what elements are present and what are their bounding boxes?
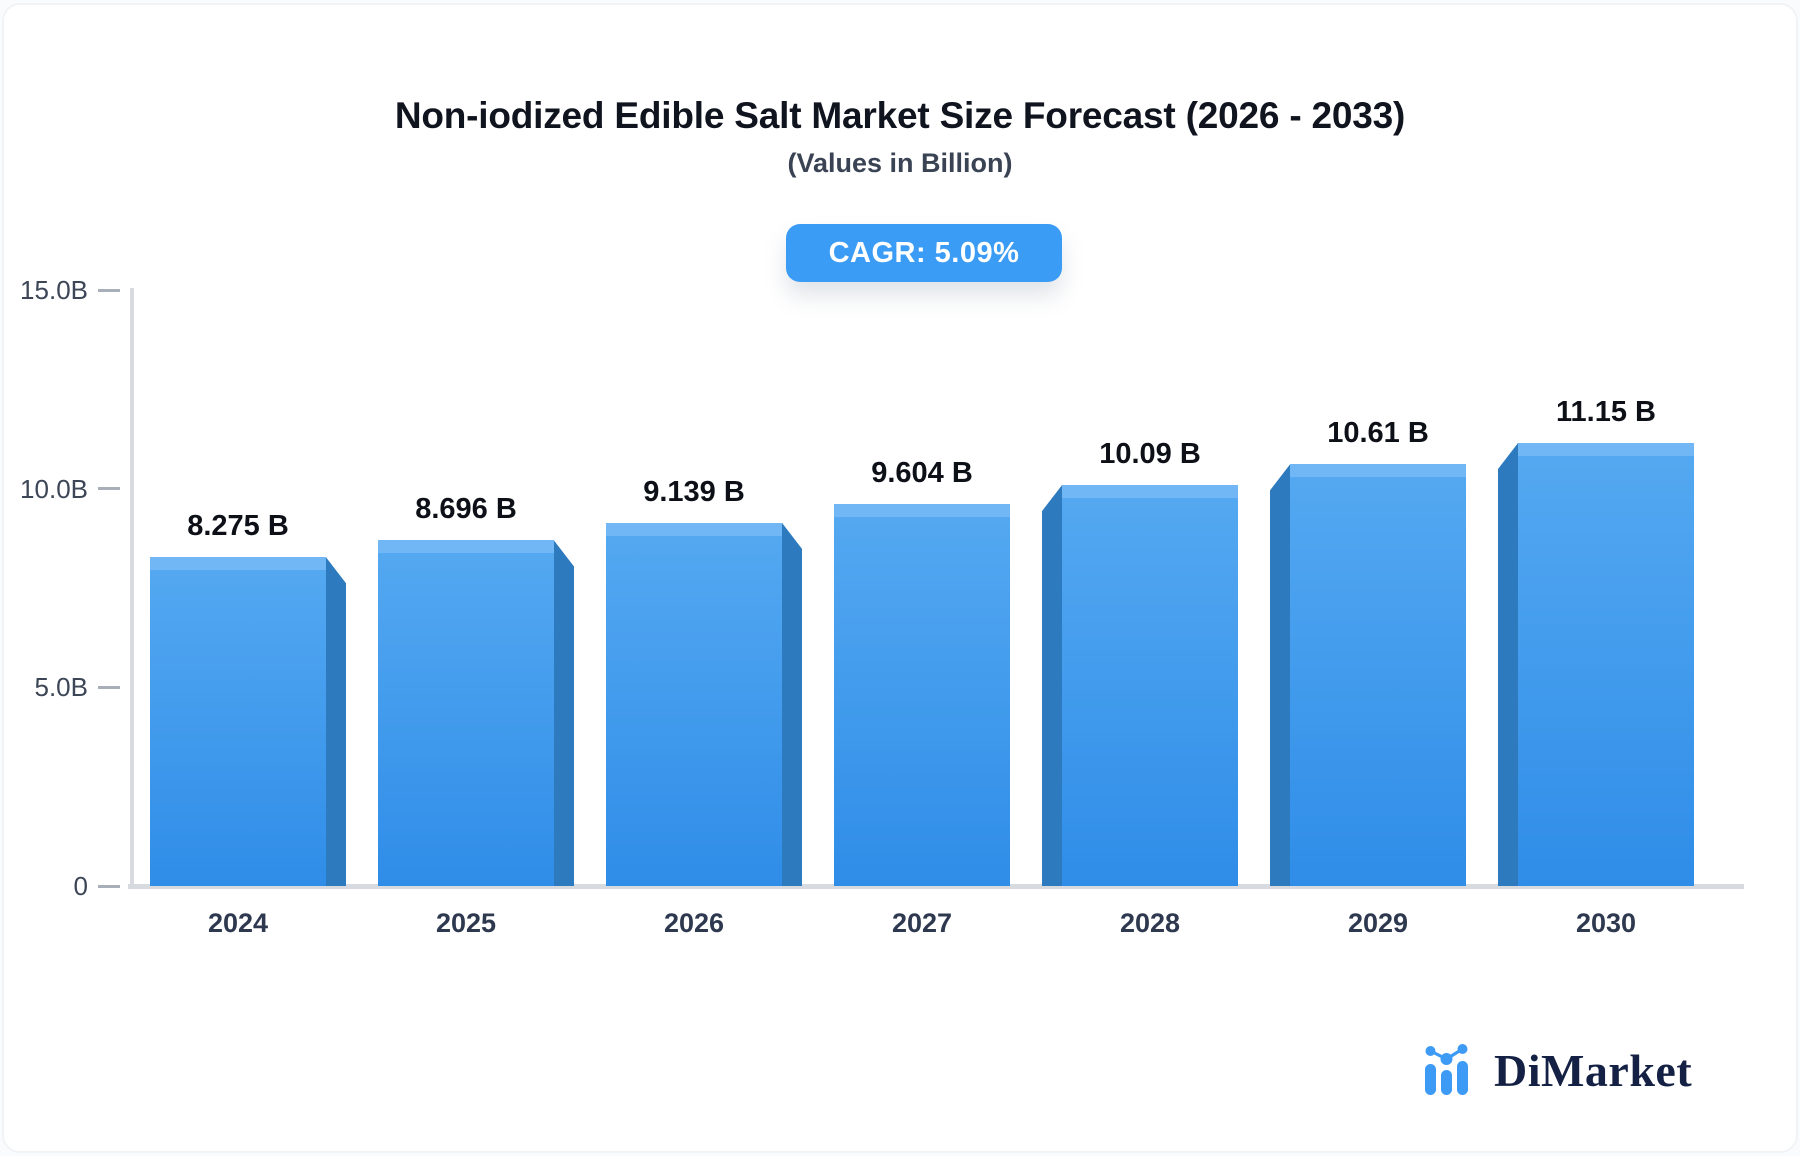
chart-subtitle: (Values in Billion) [787, 148, 1013, 178]
bar-top-highlight [834, 504, 1010, 518]
y-axis-tick-label: 15.0B [20, 275, 88, 305]
bar-top-highlight [1290, 464, 1466, 478]
bar-2028[interactable] [1062, 485, 1238, 886]
x-axis-year-label: 2030 [1575, 908, 1637, 938]
brand-logo: DiMarket [1418, 1038, 1692, 1102]
cagr-badge: CAGR: 5.09% [786, 224, 1062, 282]
chart-title: Non-iodized Edible Salt Market Size Fore… [394, 95, 1406, 136]
y-axis-line [130, 288, 134, 888]
bar-top-highlight [606, 522, 782, 536]
bar-top-highlight [1062, 485, 1238, 499]
y-axis-tick-mark [98, 884, 120, 888]
bar-value-label: 8.696 B [415, 493, 517, 526]
y-axis-tick-mark [98, 288, 120, 292]
y-axis-tick-mark [98, 685, 120, 689]
bar-3d-side [782, 522, 802, 886]
x-axis-year-label: 2025 [435, 908, 497, 938]
bar-2029[interactable] [1290, 464, 1466, 886]
x-axis-line [128, 884, 1744, 889]
bar-3d-side [326, 557, 346, 886]
bar-top-highlight [150, 557, 326, 571]
bar-3d-side [1498, 442, 1518, 886]
x-axis-year-label: 2024 [207, 908, 269, 938]
x-axis-year-label: 2026 [663, 908, 725, 938]
bar-line-chart-icon [1425, 1044, 1468, 1095]
bar-2024[interactable] [150, 557, 326, 886]
bar-value-label: 11.15 B [1556, 395, 1656, 428]
bar-2030[interactable] [1518, 442, 1694, 886]
cagr-badge-label: CAGR: 5.09% [828, 236, 1020, 269]
bar-top-highlight [1518, 442, 1694, 456]
x-axis-year-label: 2029 [1347, 908, 1409, 938]
bar-3d-side [1270, 464, 1290, 886]
brand-name: DiMarket [1494, 1044, 1693, 1096]
x-axis-year-label: 2028 [1119, 908, 1181, 938]
y-axis-tick-label: 0 [73, 871, 88, 901]
bar-top-highlight [378, 540, 554, 554]
bar-value-label: 9.604 B [871, 457, 973, 490]
y-axis-tick-mark [98, 487, 120, 491]
bar-value-label: 8.275 B [187, 510, 289, 543]
bar-2026[interactable] [606, 522, 782, 886]
bar-value-label: 10.61 B [1327, 417, 1429, 450]
x-axis-year-label: 2027 [891, 908, 953, 938]
bar-3d-side [554, 540, 574, 886]
y-axis-tick-label: 10.0B [20, 473, 88, 504]
bar-2027[interactable] [834, 504, 1010, 886]
bar-2025[interactable] [378, 540, 554, 886]
bar-value-label: 9.139 B [643, 475, 745, 508]
bar-value-label: 10.09 B [1099, 438, 1201, 471]
bar-3d-side [1042, 485, 1062, 886]
y-axis-tick-label: 5.0B [34, 672, 89, 703]
